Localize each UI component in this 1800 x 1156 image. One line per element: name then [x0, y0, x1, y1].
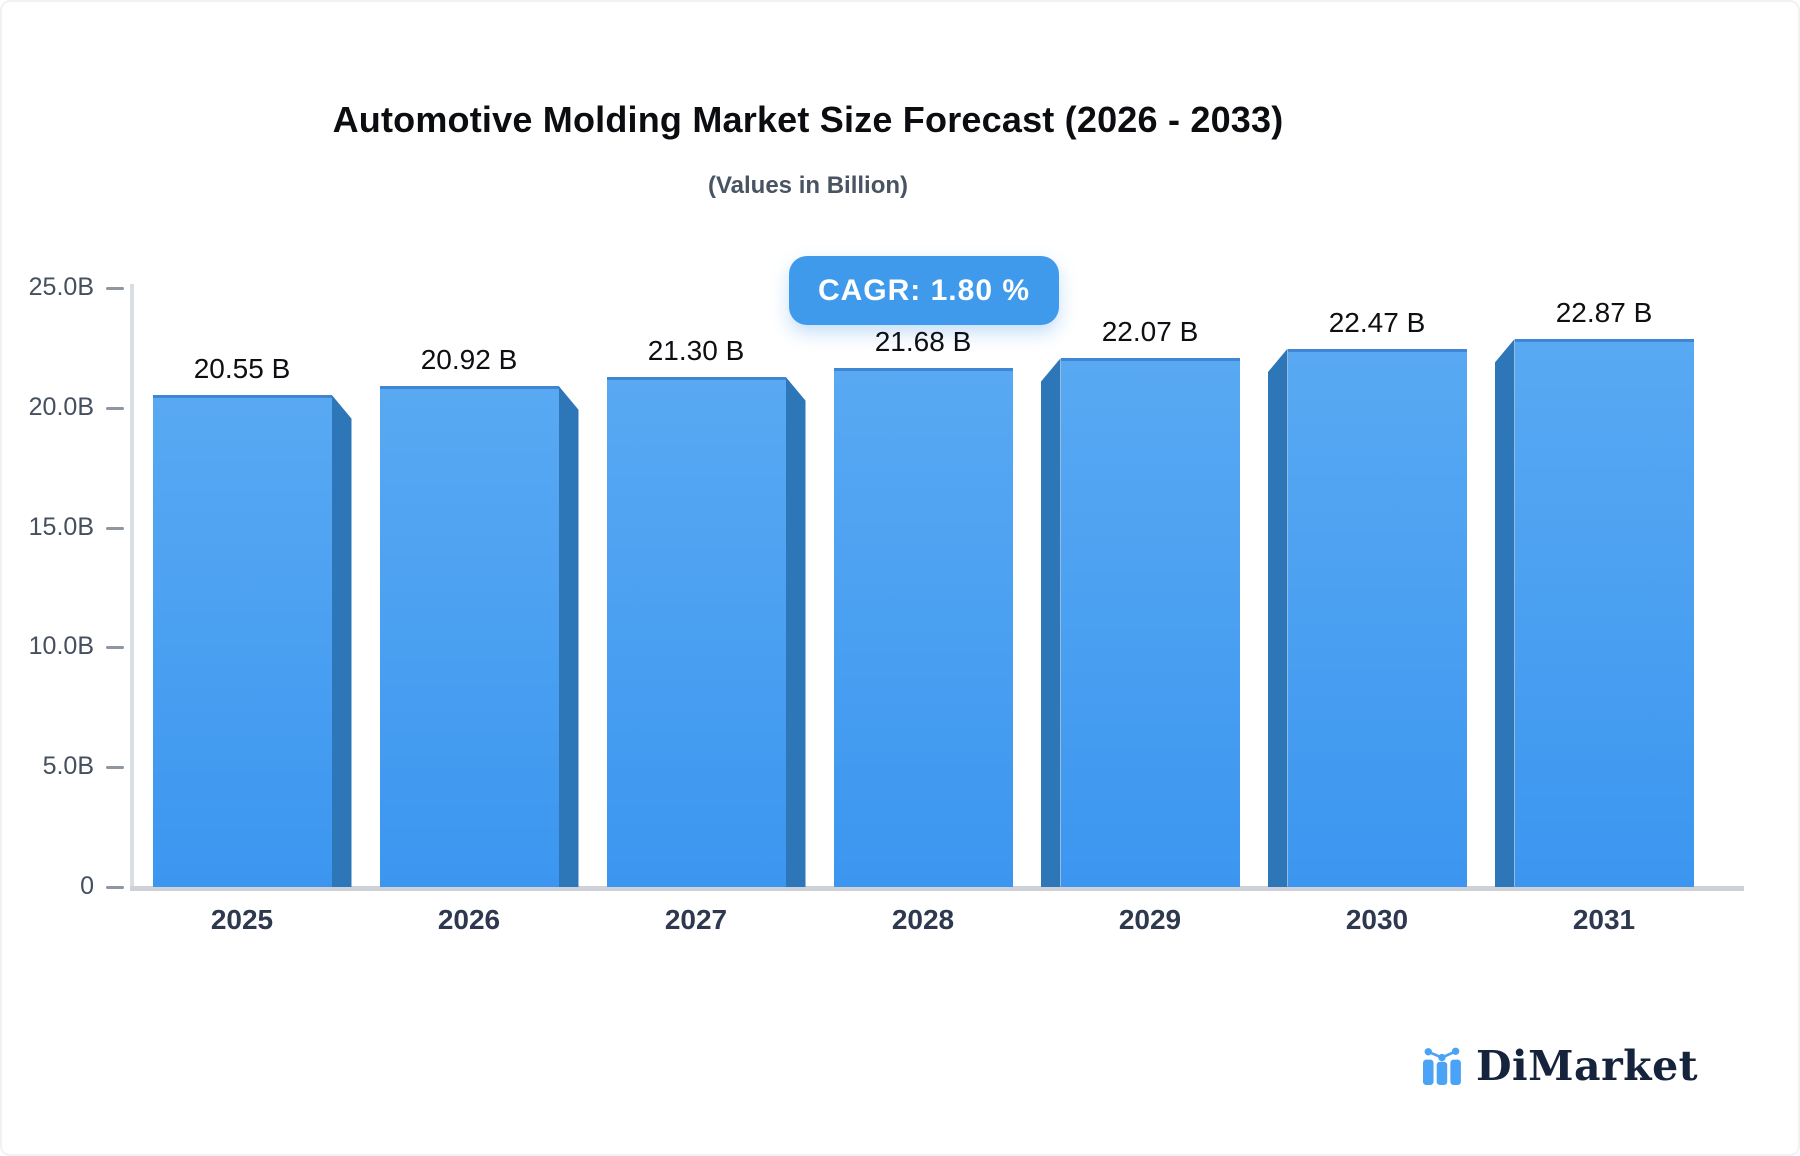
- dimarket-logo-icon: [1423, 1047, 1461, 1085]
- y-axis-line: [130, 284, 134, 888]
- bar-value-label-2029: 22.07 B: [1101, 316, 1199, 348]
- y-tick-mark-10.0B: [106, 646, 124, 650]
- bar-side-2026[interactable]: [558, 385, 579, 887]
- bar-2026[interactable]: [379, 385, 559, 887]
- x-tick-label-2031: 2031: [1572, 904, 1636, 935]
- y-tick-mark-0: [106, 886, 124, 889]
- y-tick-label-0: 0: [80, 872, 94, 900]
- y-tick-label-15.0B: 15.0B: [28, 512, 94, 541]
- y-tick-label-10.0B: 10.0B: [28, 632, 94, 661]
- bar-value-label-2030: 22.47 B: [1328, 306, 1426, 338]
- x-axis-baseline: [130, 886, 1744, 891]
- bar-side-2025[interactable]: [331, 394, 352, 887]
- x-tick-label-2030: 2030: [1345, 904, 1409, 935]
- bar-side-2030[interactable]: [1267, 348, 1288, 887]
- bar-2025[interactable]: [152, 394, 332, 887]
- chart-title: Automotive Molding Market Size Forecast …: [332, 99, 1284, 140]
- bar-value-label-2031: 22.87 B: [1555, 297, 1653, 329]
- y-tick-label-20.0B: 20.0B: [28, 392, 94, 421]
- y-tick-label-5.0B: 5.0B: [42, 752, 94, 781]
- y-tick-mark-15.0B: [106, 526, 124, 530]
- chart-subtitle: (Values in Billion): [707, 172, 909, 199]
- y-tick-label-25.0B: 25.0B: [28, 273, 94, 301]
- bar-value-label-2028: 21.68 B: [874, 325, 972, 357]
- x-tick-label-2029: 2029: [1118, 904, 1182, 935]
- x-tick-label-2027: 2027: [664, 904, 728, 935]
- x-tick-label-2028: 2028: [891, 904, 955, 935]
- bar-2031[interactable]: [1514, 339, 1694, 887]
- x-tick-label-2025: 2025: [210, 904, 274, 935]
- bar-side-2031[interactable]: [1494, 339, 1515, 887]
- bar-2028[interactable]: [833, 367, 1013, 887]
- dimarket-logo: DiMarket: [1423, 1040, 1698, 1092]
- cagr-badge: CAGR: 1.80 %: [789, 256, 1059, 325]
- bar-2030[interactable]: [1287, 348, 1467, 887]
- bar-value-label-2026: 20.92 B: [420, 343, 518, 375]
- y-tick-mark-25.0B: [106, 287, 124, 290]
- y-tick-mark-5.0B: [106, 766, 124, 770]
- bar-value-label-2027: 21.30 B: [647, 334, 745, 366]
- x-tick-label-2026: 2026: [437, 904, 501, 935]
- bar-value-label-2025: 20.55 B: [193, 352, 291, 384]
- dimarket-wordmark: DiMarket: [1476, 1042, 1699, 1090]
- bar-side-2027[interactable]: [785, 376, 806, 887]
- bar-side-2029[interactable]: [1040, 358, 1061, 887]
- bar-2029[interactable]: [1060, 358, 1240, 887]
- bar-2027[interactable]: [606, 376, 786, 887]
- cagr-badge-label: CAGR: 1.80 %: [817, 273, 1031, 307]
- y-tick-mark-20.0B: [106, 406, 124, 410]
